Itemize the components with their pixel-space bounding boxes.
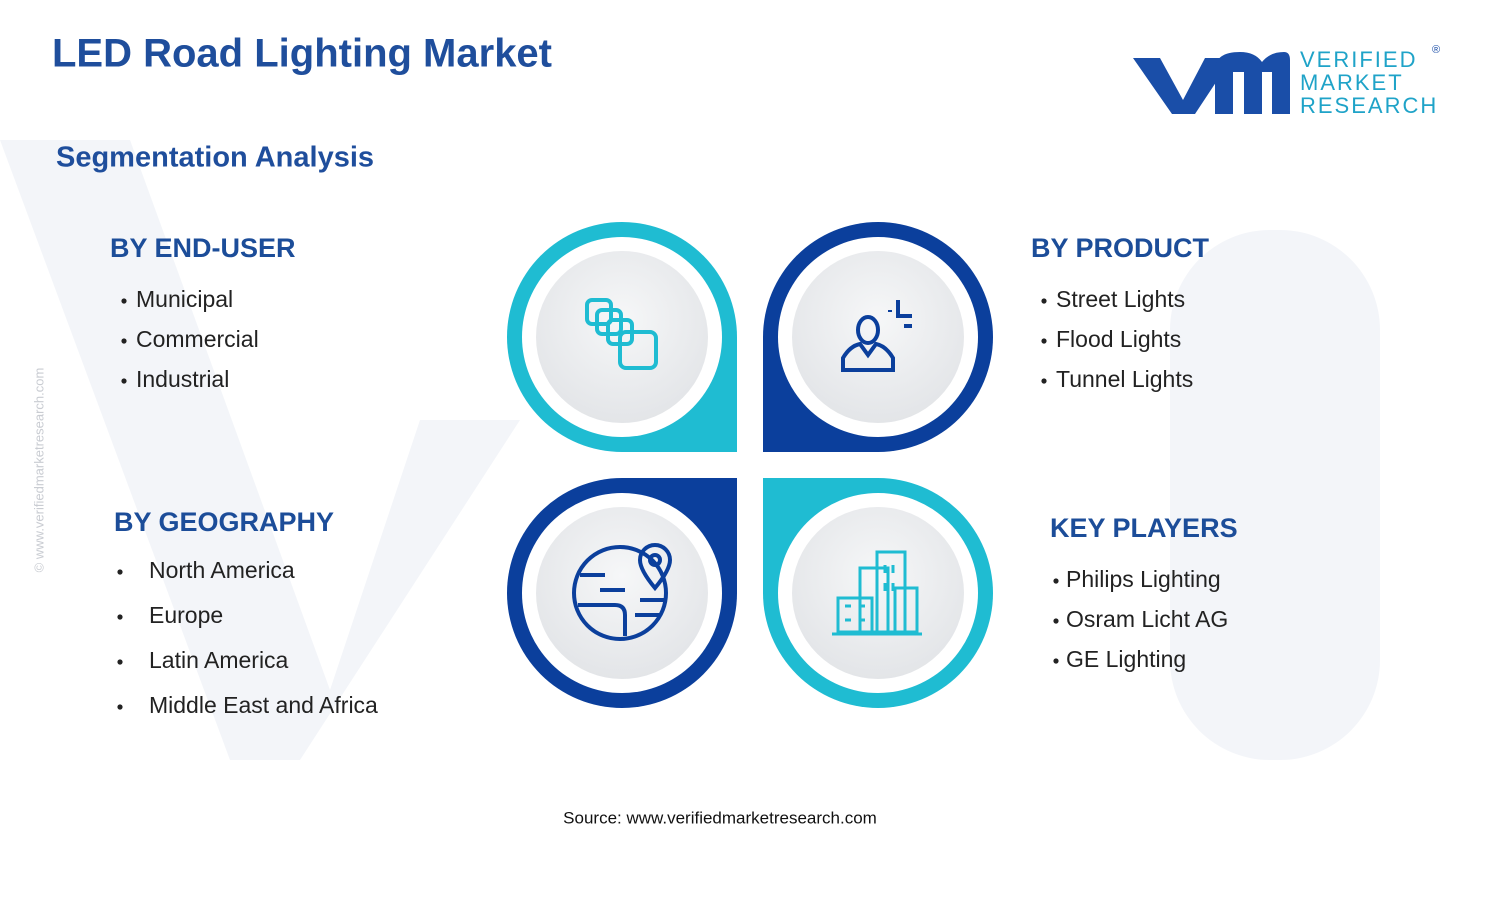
section-item: GE Lighting xyxy=(1066,646,1186,672)
section-item: Municipal xyxy=(136,286,233,312)
watermark-text: © www.verifiedmarketresearch.com xyxy=(31,368,46,573)
section-heading: BY PRODUCT xyxy=(1031,233,1210,263)
bullet xyxy=(117,614,123,620)
section-item: Osram Licht AG xyxy=(1066,606,1228,632)
section-heading: BY END-USER xyxy=(110,233,296,263)
section-item: Latin America xyxy=(149,647,289,673)
bullet xyxy=(1053,578,1059,584)
bullet xyxy=(1041,378,1047,384)
section-item: Philips Lighting xyxy=(1066,566,1221,592)
bullet xyxy=(117,659,123,665)
subtitle: Segmentation Analysis xyxy=(56,142,374,174)
bullet xyxy=(117,704,123,710)
section-item: Commercial xyxy=(136,326,259,352)
bullet xyxy=(1041,298,1047,304)
bullet xyxy=(1041,338,1047,344)
bullet xyxy=(121,338,127,344)
segments: BY END-USER Municipal Commercial Industrial… xyxy=(110,233,1238,718)
logo-mark: ® xyxy=(1432,44,1440,56)
icons xyxy=(572,298,922,641)
section-item: Middle East and Africa xyxy=(149,692,378,718)
bullet xyxy=(1053,658,1059,664)
logo-text: RESEARCH xyxy=(1300,93,1438,118)
section-item: Flood Lights xyxy=(1056,326,1181,352)
bullet xyxy=(121,298,127,304)
section-heading: KEY PLAYERS xyxy=(1050,513,1238,543)
section-item: Europe xyxy=(149,602,223,628)
bullet xyxy=(117,569,123,575)
logo: VERIFIED MARKET RESEARCH ® xyxy=(1133,44,1440,118)
bullet xyxy=(1053,618,1059,624)
section-item: North America xyxy=(149,557,295,583)
section-item: Street Lights xyxy=(1056,286,1185,312)
logo-text: VERIFIED xyxy=(1300,47,1417,72)
logo-text: MARKET xyxy=(1300,70,1404,95)
section-item: Tunnel Lights xyxy=(1056,366,1193,392)
background-watermark xyxy=(0,140,1380,760)
bullet xyxy=(121,378,127,384)
title: LED Road Lighting Market xyxy=(52,32,552,76)
section-item: Industrial xyxy=(136,366,229,392)
source: Source: www.verifiedmarketresearch.com xyxy=(563,808,877,827)
section-heading: BY GEOGRAPHY xyxy=(114,507,334,537)
